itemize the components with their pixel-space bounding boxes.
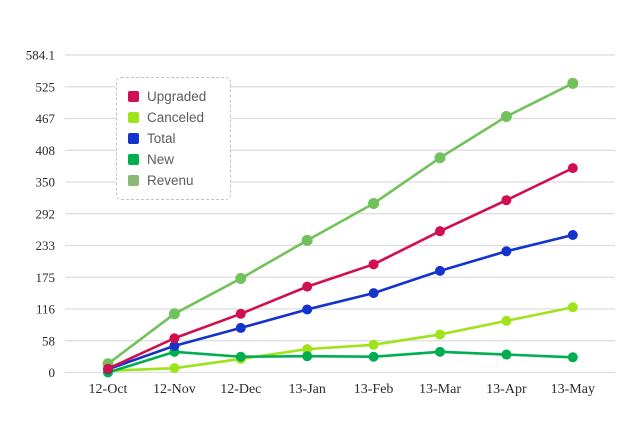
legend-item-upgraded[interactable]: Upgraded <box>128 86 206 107</box>
data-point-canceled-13-Mar[interactable] <box>435 329 445 340</box>
series-line-revenu <box>106 82 575 366</box>
data-point-upgraded-13-Apr[interactable] <box>501 195 512 206</box>
series-line-canceled <box>106 305 575 373</box>
y-axis-tick-label: 292 <box>36 206 56 221</box>
x-axis-tick-label: 13-Apr <box>486 382 527 397</box>
x-axis-tick-label: 12-Oct <box>89 382 128 397</box>
legend-label: Canceled <box>147 110 205 125</box>
x-axis-tick-label: 13-May <box>551 382 595 397</box>
y-axis-tick-label: 0 <box>49 365 56 380</box>
y-axis-tick-label: 350 <box>36 175 56 190</box>
y-axis-tick-label: 525 <box>36 79 56 94</box>
data-point-total-13-Mar[interactable] <box>435 265 445 276</box>
data-point-revenu-13-Jan[interactable] <box>301 234 313 246</box>
y-axis-tick-label: 408 <box>36 143 56 158</box>
legend-label: Upgraded <box>147 89 207 104</box>
data-point-canceled-13-Jan[interactable] <box>302 344 313 355</box>
y-axis-tick-label: 584.1 <box>26 48 55 63</box>
data-point-total-13-Feb[interactable] <box>368 288 379 299</box>
legend-item-total[interactable]: Total <box>128 128 206 149</box>
data-point-new-13-May[interactable] <box>567 352 578 363</box>
data-point-new-13-Apr[interactable] <box>501 349 512 360</box>
x-axis-tick-label: 13-Mar <box>419 382 461 397</box>
data-point-canceled-13-May[interactable] <box>567 302 578 313</box>
series-upgraded <box>103 163 578 374</box>
data-point-new-13-Mar[interactable] <box>435 346 445 357</box>
legend-label: New <box>147 152 175 167</box>
series-line-upgraded <box>106 166 575 370</box>
data-point-upgraded-13-Jan[interactable] <box>302 281 313 292</box>
data-point-canceled-13-Feb[interactable] <box>368 339 379 350</box>
y-axis-tick-label: 467 <box>36 111 56 126</box>
legend-swatch-icon <box>128 175 139 186</box>
data-point-upgraded-13-Mar[interactable] <box>435 226 445 237</box>
legend-item-canceled[interactable]: Canceled <box>128 107 206 128</box>
x-axis-tick-label: 12-Dec <box>220 382 261 397</box>
data-point-new-12-Dec[interactable] <box>235 351 246 362</box>
legend-item-new[interactable]: New <box>128 149 206 170</box>
chart-legend: Upgraded Canceled Total New Revenu <box>116 77 232 200</box>
data-point-revenu-13-Apr[interactable] <box>500 110 512 122</box>
legend-swatch-icon <box>128 133 139 144</box>
data-point-revenu-13-Mar[interactable] <box>434 152 446 164</box>
data-point-canceled-13-Apr[interactable] <box>501 315 512 326</box>
data-point-revenu-13-May[interactable] <box>567 77 579 89</box>
x-axis-tick-label: 13-Feb <box>354 382 394 397</box>
legend-swatch-icon <box>128 91 139 102</box>
data-point-upgraded-12-Dec[interactable] <box>235 308 246 319</box>
legend-swatch-icon <box>128 154 139 165</box>
x-axis-tick-label: 12-Nov <box>153 382 196 397</box>
series-line-total <box>106 233 575 371</box>
data-point-total-13-Jan[interactable] <box>302 304 313 315</box>
data-point-revenu-12-Dec[interactable] <box>235 272 247 284</box>
data-point-canceled-12-Nov[interactable] <box>169 363 180 374</box>
data-point-total-12-Dec[interactable] <box>235 322 246 333</box>
data-point-upgraded-12-Nov[interactable] <box>169 333 180 344</box>
series-line-new <box>106 350 575 374</box>
y-axis-tick-label: 58 <box>42 333 55 348</box>
x-axis-tick-label: 13-Jan <box>289 382 326 397</box>
data-point-upgraded-12-Oct[interactable] <box>103 363 113 374</box>
data-point-total-13-May[interactable] <box>567 229 578 240</box>
legend-item-revenu[interactable]: Revenu <box>128 170 206 191</box>
legend-label: Total <box>147 131 176 146</box>
data-point-revenu-13-Feb[interactable] <box>368 197 380 209</box>
y-axis-tick-label: 233 <box>36 238 56 253</box>
data-point-new-13-Feb[interactable] <box>368 351 379 362</box>
legend-swatch-icon <box>128 112 139 123</box>
data-point-total-13-Apr[interactable] <box>501 246 512 257</box>
legend-label: Revenu <box>147 173 194 188</box>
y-axis-tick-label: 175 <box>36 270 56 285</box>
y-axis-tick-label: 116 <box>36 302 56 317</box>
data-point-upgraded-13-Feb[interactable] <box>368 259 379 270</box>
data-point-new-13-Jan[interactable] <box>302 351 313 362</box>
data-point-upgraded-13-May[interactable] <box>567 163 578 174</box>
data-point-revenu-12-Nov[interactable] <box>168 308 180 320</box>
data-point-total-12-Nov[interactable] <box>169 340 180 351</box>
